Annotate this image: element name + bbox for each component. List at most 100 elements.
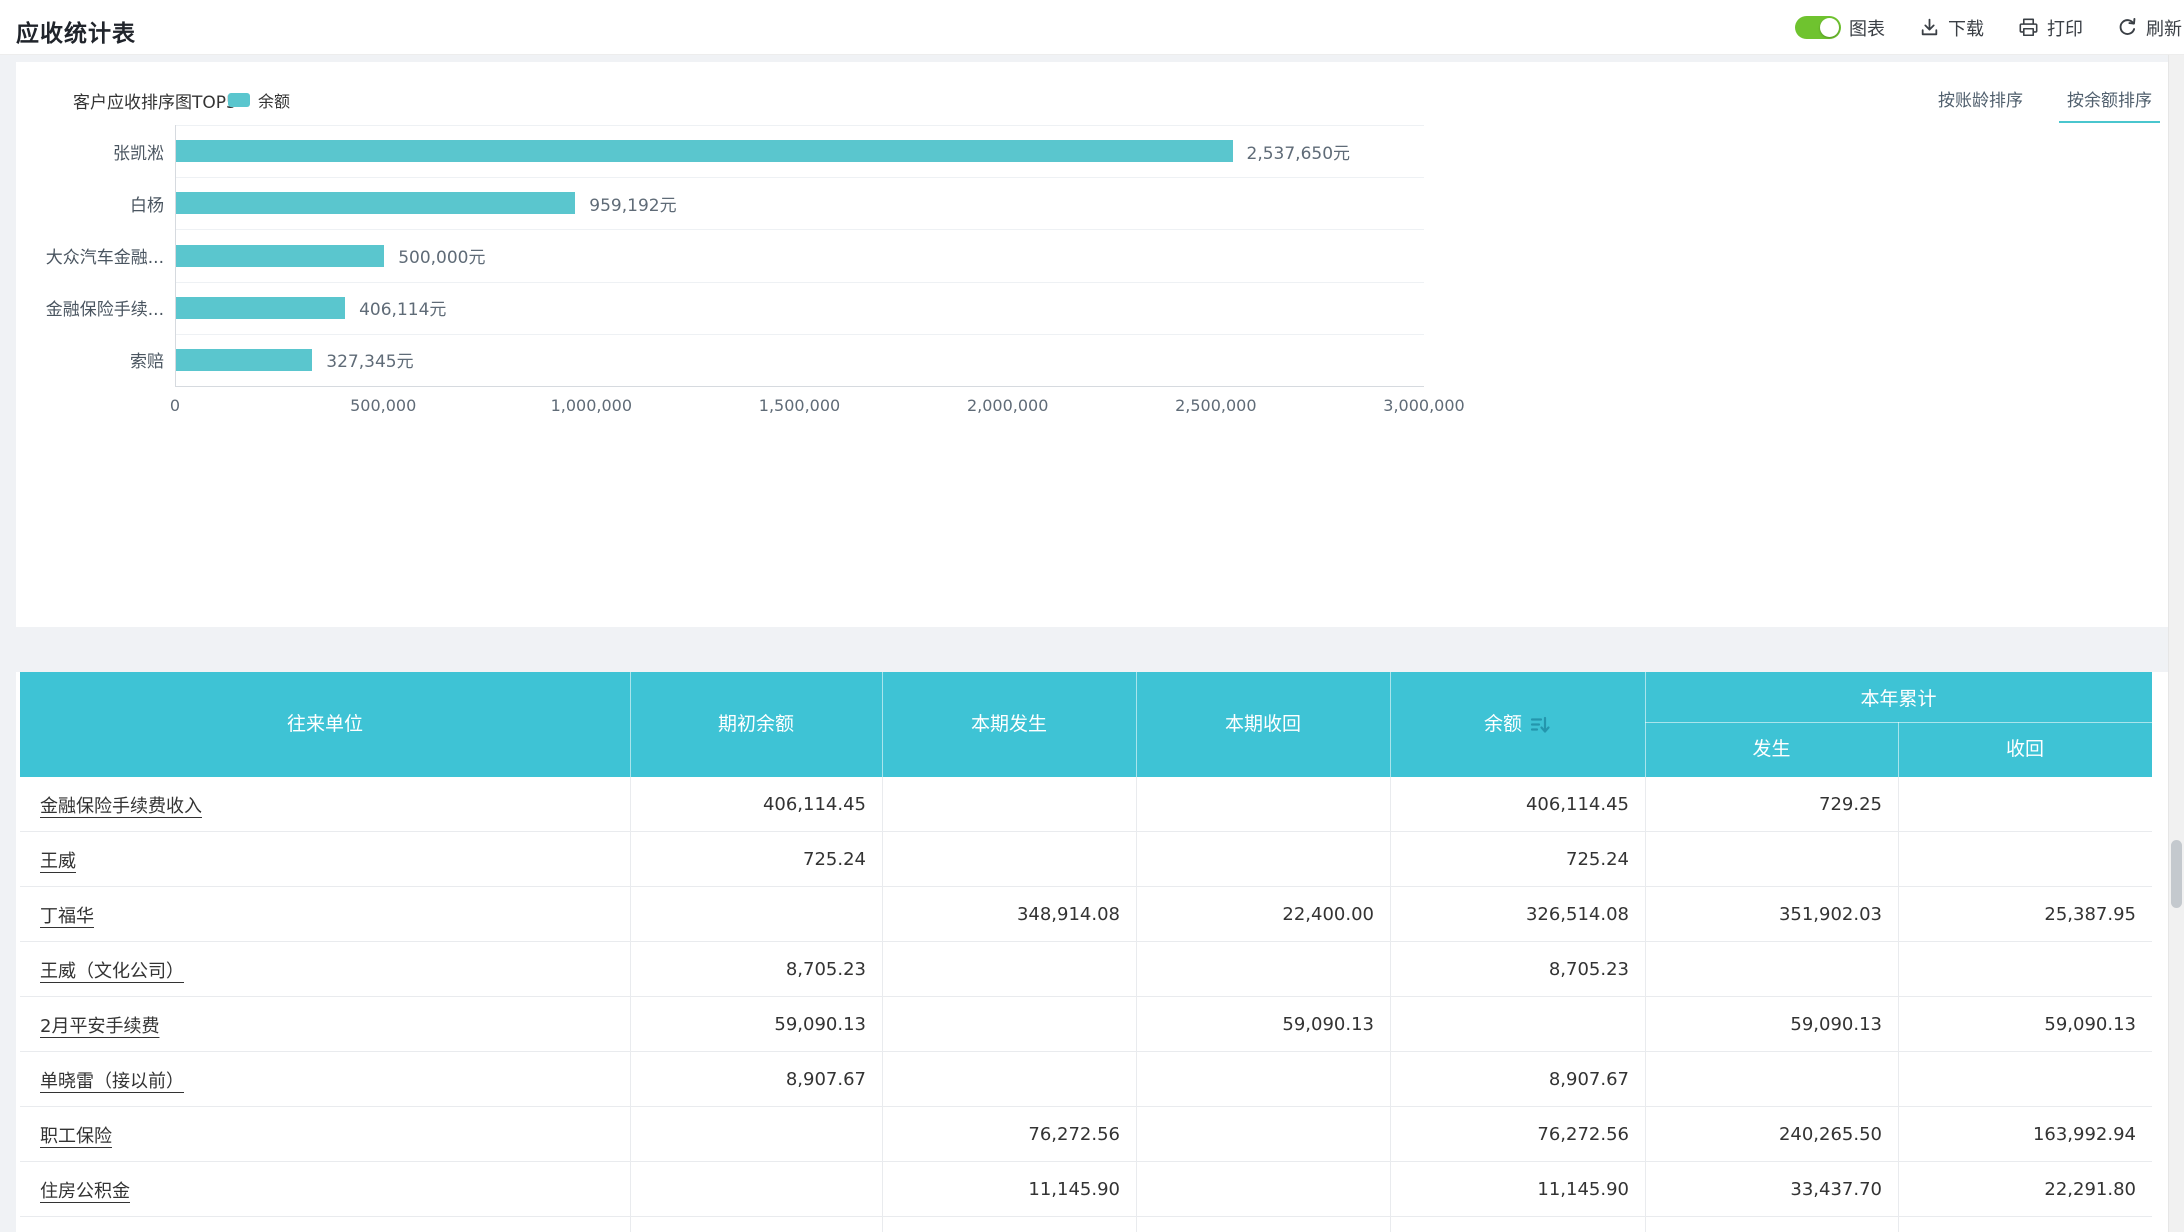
refresh-button[interactable]: 刷新 bbox=[2117, 15, 2182, 41]
category-label: 张凯淞 bbox=[113, 143, 164, 164]
receivables-table-panel: 往来单位 期初余额 本期发生 本期收回 余额 本年累计 发生 收回 bbox=[16, 672, 2168, 1232]
bar-chart: 张凯淞 2,537,650元 白杨 959,192元 大众汽车金融... 500,000元… bbox=[46, 125, 1465, 415]
cell-ytd_recovered bbox=[1898, 832, 2152, 887]
print-label: 打印 bbox=[2047, 18, 2083, 40]
counterparty-link[interactable]: 丁福华 bbox=[40, 905, 94, 927]
chart-sort-links: 按账龄排序 按余额排序 bbox=[1930, 86, 2160, 123]
refresh-icon bbox=[2119, 17, 2136, 35]
col-header-balance-label: 余额 bbox=[1483, 713, 1522, 735]
table-row: 2月平安手续费 59,090.13 59,090.13 59,090.13 59,090… bbox=[20, 997, 2152, 1052]
cell-ytd_recovered bbox=[1898, 942, 2152, 997]
page-scrollbar-thumb[interactable] bbox=[2171, 840, 2182, 908]
x-tick-label: 3,000,000 bbox=[1383, 396, 1465, 415]
counterparty-link[interactable]: 2月平安手续费 bbox=[40, 1015, 160, 1037]
cell-recovered bbox=[1136, 777, 1390, 832]
cell-occurred bbox=[882, 997, 1136, 1052]
table-row: 单晓雷（接以前） 8,907.67 8,907.67 bbox=[20, 1052, 2152, 1107]
cell-ytd_recovered: 163,992.94 bbox=[1898, 1107, 2152, 1162]
cell-recovered bbox=[1136, 1162, 1390, 1217]
download-icon bbox=[1921, 18, 1938, 36]
cell-balance: 11,145.90 bbox=[1390, 1162, 1645, 1217]
cell-occurred: 11,145.90 bbox=[882, 1162, 1136, 1217]
table-row: 金融保险手续费收入 406,114.45 406,114.45 729.25 bbox=[20, 777, 2152, 832]
cell-ytd_occurred: 240,265.50 bbox=[1645, 1107, 1898, 1162]
x-tick-label: 500,000 bbox=[350, 396, 417, 415]
cell-opening: 725.24 bbox=[630, 832, 882, 887]
counterparty-link[interactable]: 住房公积金 bbox=[40, 1180, 130, 1202]
category-label: 索赔 bbox=[130, 352, 164, 373]
bar[interactable] bbox=[176, 140, 1233, 163]
bar[interactable] bbox=[176, 244, 385, 267]
counterparty-link[interactable]: 单晓雷（接以前） bbox=[40, 1070, 184, 1092]
sort-by-balance-link[interactable]: 按余额排序 bbox=[2059, 86, 2160, 123]
cell-ytd_recovered: 59,090.13 bbox=[1898, 997, 2152, 1052]
bar[interactable] bbox=[176, 348, 313, 371]
cell-ytd_recovered: 22,291.80 bbox=[1898, 1162, 2152, 1217]
counterparty-link[interactable]: 金融保险手续费收入 bbox=[40, 795, 202, 817]
bar[interactable] bbox=[176, 296, 346, 319]
cell-occurred bbox=[882, 777, 1136, 832]
page-scrollbar-track[interactable] bbox=[2168, 55, 2184, 1232]
cell-recovered bbox=[1136, 1052, 1390, 1107]
col-header-period-recovered[interactable]: 本期收回 bbox=[1224, 713, 1301, 735]
cell-ytd_recovered bbox=[1898, 1052, 2152, 1107]
cell-recovered bbox=[1136, 1107, 1390, 1162]
download-button[interactable]: 下载 bbox=[1919, 15, 1984, 41]
cell-opening bbox=[630, 887, 882, 942]
cell-opening: 59,090.13 bbox=[630, 997, 882, 1052]
cell-occurred bbox=[882, 832, 1136, 887]
cell-opening: 8,907.67 bbox=[630, 1052, 882, 1107]
cell-balance: 326,514.08 bbox=[1390, 887, 1645, 942]
sort-descending-icon[interactable] bbox=[1529, 714, 1551, 736]
cell-balance bbox=[1390, 997, 1645, 1052]
legend-label: 余额 bbox=[258, 92, 291, 111]
col-header-opening-balance[interactable]: 期初余额 bbox=[717, 713, 794, 735]
cell-recovered bbox=[1136, 942, 1390, 997]
cell-balance: 8,705.23 bbox=[1390, 942, 1645, 997]
category-label: 大众汽车金融... bbox=[45, 247, 164, 268]
counterparty-link[interactable]: 王威 bbox=[40, 850, 76, 872]
category-label: 金融保险手续... bbox=[45, 300, 164, 321]
col-header-ytd-occurred[interactable]: 发生 bbox=[1752, 738, 1791, 760]
cell-recovered: 22,400.00 bbox=[1136, 887, 1390, 942]
x-tick-label: 0 bbox=[169, 396, 181, 415]
col-header-counterparty[interactable]: 往来单位 bbox=[286, 713, 363, 735]
cell-balance: 8,907.67 bbox=[1390, 1052, 1645, 1107]
cell-opening bbox=[630, 1107, 882, 1162]
cell-ytd_occurred bbox=[1645, 942, 1898, 997]
chart-toggle-label: 图表 bbox=[1849, 18, 1885, 40]
cell-balance: 725.24 bbox=[1390, 832, 1645, 887]
cell-ytd_occurred: 33,437.70 bbox=[1645, 1162, 1898, 1217]
bar[interactable] bbox=[176, 192, 576, 215]
print-button[interactable]: 打印 bbox=[2018, 15, 2083, 41]
chart-panel: 客户应收排序图TOP5 余额 按账龄排序 按余额排序 张凯淞 2,537,650元… bbox=[16, 62, 2168, 627]
col-header-period-occurred[interactable]: 本期发生 bbox=[970, 713, 1047, 735]
table-body: 金融保险手续费收入 406,114.45 406,114.45 729.25 王威 725… bbox=[20, 777, 2152, 1232]
cell-ytd_occurred: 729.25 bbox=[1645, 777, 1898, 832]
cell-occurred: 348,914.08 bbox=[882, 887, 1136, 942]
legend-color-chip bbox=[228, 93, 250, 107]
chart-toggle-switch[interactable] bbox=[1795, 16, 1841, 39]
col-header-balance[interactable]: 余额 bbox=[1390, 672, 1645, 777]
table-row: 王威（文化公司） 8,705.23 8,705.23 bbox=[20, 942, 2152, 997]
sort-by-aging-link[interactable]: 按账龄排序 bbox=[1938, 91, 2023, 111]
cell-ytd_occurred: 59,090.13 bbox=[1645, 997, 1898, 1052]
bar-value-label: 500,000元 bbox=[398, 247, 486, 268]
legend-balance[interactable]: 余额 bbox=[228, 88, 290, 112]
refresh-label: 刷新 bbox=[2146, 18, 2182, 40]
cell-recovered bbox=[1136, 832, 1390, 887]
x-tick-label: 1,500,000 bbox=[758, 396, 841, 415]
table-row-partial bbox=[20, 1217, 2152, 1232]
counterparty-link[interactable]: 职工保险 bbox=[40, 1125, 112, 1147]
col-header-ytd-recovered[interactable]: 收回 bbox=[2005, 738, 2044, 760]
bar-value-label: 406,114元 bbox=[359, 300, 447, 321]
table-row: 丁福华 348,914.08 22,400.00 326,514.08 351,902.… bbox=[20, 887, 2152, 942]
chart-toggle-group[interactable]: 图表 bbox=[1795, 15, 1885, 41]
cell-opening bbox=[630, 1162, 882, 1217]
cell-occurred bbox=[882, 942, 1136, 997]
bar-value-label: 2,537,650元 bbox=[1246, 143, 1351, 164]
table-row: 王威 725.24 725.24 bbox=[20, 832, 2152, 887]
chart-title: 客户应收排序图TOP5 bbox=[73, 93, 237, 113]
table-row: 住房公积金 11,145.90 11,145.90 33,437.70 22,291.8… bbox=[20, 1162, 2152, 1217]
counterparty-link[interactable]: 王威（文化公司） bbox=[40, 960, 184, 982]
